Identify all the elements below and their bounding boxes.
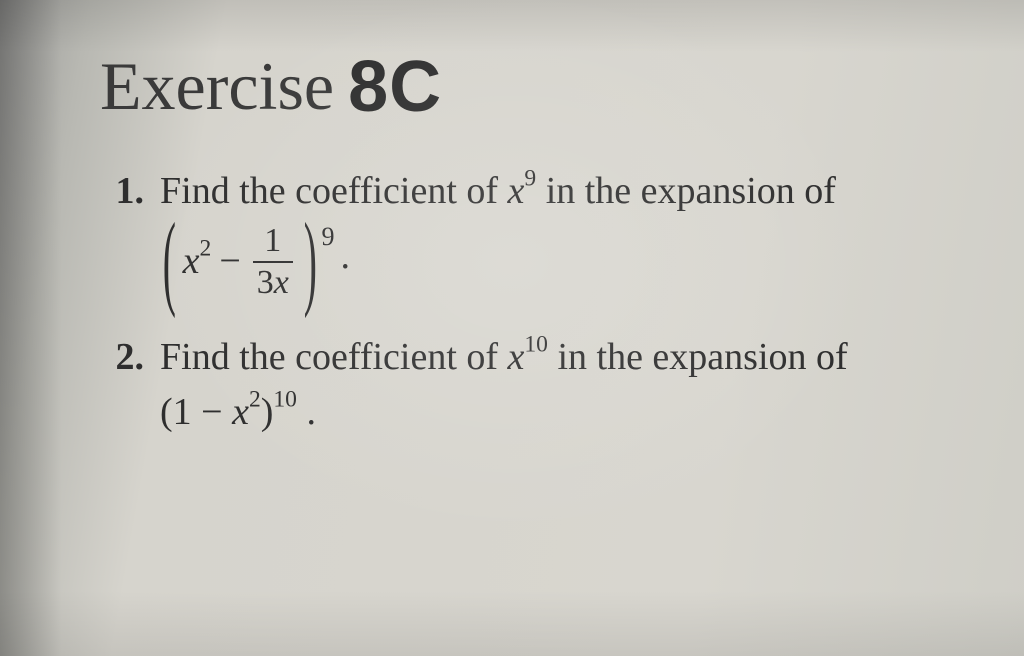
left-term: x2 xyxy=(183,232,212,291)
problem-line-1: Find the coefficient of x9 in the expans… xyxy=(160,162,964,221)
trailing-period: . xyxy=(297,391,316,433)
fraction: 1 3x xyxy=(253,223,293,300)
target-term: x10 xyxy=(508,336,548,378)
problem-line-1: Find the coefficient of x10 in the expan… xyxy=(160,328,964,387)
problem-2: 2. Find the coefficient of x10 in the ex… xyxy=(100,328,964,442)
trailing-period: . xyxy=(341,227,351,300)
left-paren: ( xyxy=(163,209,176,315)
problem-1: 1. Find the coefficient of x9 in the exp… xyxy=(100,162,964,300)
target-term: x9 xyxy=(508,170,537,212)
page-content: Exercise 8C 1. Find the coefficient of x… xyxy=(0,0,1024,510)
fraction-bar xyxy=(253,261,293,263)
lead-text: Find the coefficient of xyxy=(160,170,508,212)
operator: − xyxy=(219,232,240,291)
title-label: 8C xyxy=(348,46,442,128)
problem-number: 2. xyxy=(100,328,144,387)
right-paren: ) xyxy=(304,209,317,315)
outer-exponent: 9 xyxy=(322,217,335,257)
lead-text: Find the coefficient of xyxy=(160,336,508,378)
expr-var: x2 xyxy=(232,391,261,433)
problem-text: Find the coefficient of x10 in the expan… xyxy=(160,328,964,442)
fraction-numerator: 1 xyxy=(260,223,285,259)
problem-number: 1. xyxy=(100,162,144,221)
expr-close: ) xyxy=(261,391,274,433)
exercise-title: Exercise 8C xyxy=(100,46,964,128)
outer-exponent: 10 xyxy=(273,387,297,413)
problem-text: Find the coefficient of x9 in the expans… xyxy=(160,162,964,300)
fraction-denominator: 3x xyxy=(253,265,293,301)
problem-2-expression: (1 − x2)10 . xyxy=(160,383,964,442)
expr-open: (1 − xyxy=(160,391,232,433)
binomial-inner: x2 − 1 3x xyxy=(179,223,301,300)
tail-text: in the expansion of xyxy=(548,336,848,378)
tail-text: in the expansion of xyxy=(536,170,836,212)
title-word: Exercise xyxy=(100,47,334,126)
problem-1-expression: ( x2 − 1 3x ) 9 . xyxy=(160,223,964,300)
